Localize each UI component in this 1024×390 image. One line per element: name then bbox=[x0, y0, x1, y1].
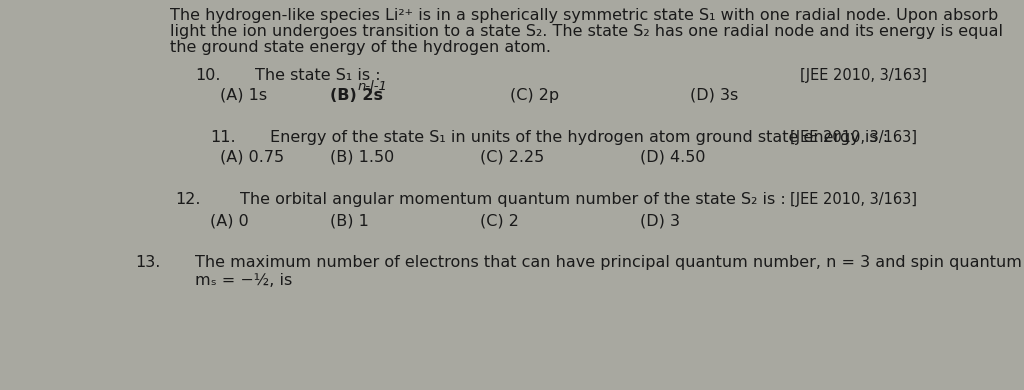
Text: (A) 0: (A) 0 bbox=[210, 214, 249, 229]
Text: (C) 2.25: (C) 2.25 bbox=[480, 150, 544, 165]
Text: The hydrogen-like species Li²⁺ is in a spherically symmetric state S₁ with one r: The hydrogen-like species Li²⁺ is in a s… bbox=[170, 8, 998, 23]
Text: (B) 1: (B) 1 bbox=[330, 214, 369, 229]
Text: The orbital angular momentum quantum number of the state S₂ is :: The orbital angular momentum quantum num… bbox=[240, 192, 785, 207]
Text: 13.: 13. bbox=[135, 255, 161, 270]
Text: (C) 2p: (C) 2p bbox=[510, 88, 559, 103]
Text: 11.: 11. bbox=[210, 130, 236, 145]
Text: 10.: 10. bbox=[195, 68, 220, 83]
Text: n-l-1: n-l-1 bbox=[358, 80, 388, 93]
Text: (D) 4.50: (D) 4.50 bbox=[640, 150, 706, 165]
Text: (C) 2: (C) 2 bbox=[480, 214, 519, 229]
Text: mₛ = −½, is: mₛ = −½, is bbox=[195, 273, 292, 288]
Text: (B) 2s: (B) 2s bbox=[330, 88, 383, 103]
Text: (D) 3: (D) 3 bbox=[640, 214, 680, 229]
Text: (B) 1.50: (B) 1.50 bbox=[330, 150, 394, 165]
Text: The maximum number of electrons that can have principal quantum number, n = 3 an: The maximum number of electrons that can… bbox=[195, 255, 1024, 270]
Text: [JEE 2010, 3/163]: [JEE 2010, 3/163] bbox=[790, 192, 918, 207]
Text: (A) 1s: (A) 1s bbox=[220, 88, 267, 103]
Text: 12.: 12. bbox=[175, 192, 201, 207]
Text: (A) 0.75: (A) 0.75 bbox=[220, 150, 284, 165]
Text: Energy of the state S₁ in units of the hydrogen atom ground state energy is :: Energy of the state S₁ in units of the h… bbox=[270, 130, 888, 145]
Text: the ground state energy of the hydrogen atom.: the ground state energy of the hydrogen … bbox=[170, 40, 551, 55]
Text: The state S₁ is :: The state S₁ is : bbox=[255, 68, 381, 83]
Text: [JEE 2010, 3/163]: [JEE 2010, 3/163] bbox=[800, 68, 927, 83]
Text: [JEE 2010, 3/163]: [JEE 2010, 3/163] bbox=[790, 130, 918, 145]
Text: light the ion undergoes transition to a state S₂. The state S₂ has one radial no: light the ion undergoes transition to a … bbox=[170, 24, 1002, 39]
Text: (D) 3s: (D) 3s bbox=[690, 88, 738, 103]
